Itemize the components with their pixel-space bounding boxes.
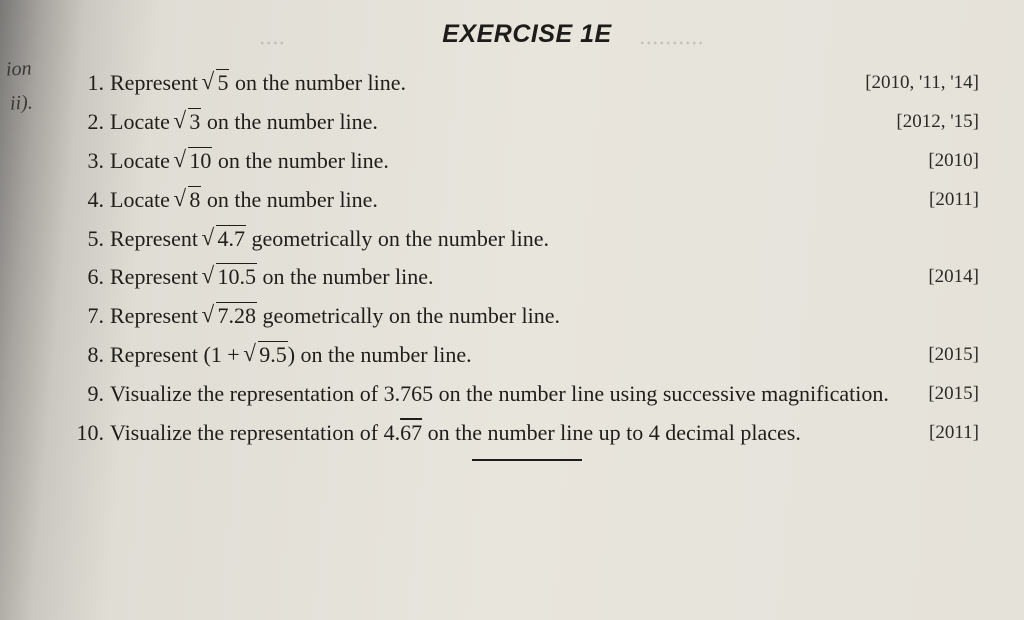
question-number: 1. — [74, 67, 104, 99]
question-text: on the number line. — [201, 187, 378, 212]
year-tag: [2012, '15] — [896, 108, 979, 136]
question-text: Locate — [110, 148, 175, 173]
exercise-heading: EXERCISE 1E — [55, 20, 999, 49]
question-9: 9. [2015] Visualize the representation o… — [80, 378, 979, 410]
sqrt-expr: 5 — [203, 67, 229, 99]
question-7: 7. Represent 7.28 geometrically on the n… — [80, 300, 979, 332]
question-number: 5. — [74, 223, 104, 255]
question-text: Locate — [110, 187, 175, 212]
year-tag: [2011] — [929, 186, 979, 214]
question-text: on the number line up to 4 decimal place… — [422, 420, 801, 445]
page-edge-text-bottom: ii). — [9, 91, 33, 115]
year-tag: [2010, '11, '14] — [865, 69, 979, 97]
question-8: 8. [2015] Represent (1 + 9.5) on the num… — [80, 339, 979, 371]
year-tag: [2015] — [928, 341, 979, 369]
question-text: Locate — [110, 109, 175, 134]
sqrt-expr: 8 — [175, 184, 201, 216]
question-1: 1. [2010, '11, '14] Represent 5 on the n… — [80, 67, 979, 99]
year-tag: [2010] — [928, 147, 979, 175]
question-number: 4. — [74, 184, 104, 216]
sqrt-expr: 3 — [175, 106, 201, 138]
question-6: 6. [2014] Represent 10.5 on the number l… — [80, 261, 979, 293]
question-text: Represent — [110, 303, 203, 328]
question-text: on the number line. — [257, 264, 434, 289]
question-2: 2. [2012, '15] Locate 3 on the number li… — [80, 106, 979, 138]
question-number: 2. — [74, 106, 104, 138]
question-list: 1. [2010, '11, '14] Represent 5 on the n… — [55, 67, 999, 449]
question-text: on the number line. — [229, 70, 406, 95]
recurring-overline: 67 — [400, 420, 422, 445]
question-10: 10. [2011] Visualize the representation … — [80, 417, 979, 449]
question-3: 3. [2010] Locate 10 on the number line. — [80, 145, 979, 177]
sqrt-expr: 10.5 — [203, 261, 257, 293]
question-text: Represent (1 + — [110, 342, 245, 367]
question-text: on the number line. — [201, 109, 378, 134]
year-tag: [2015] — [928, 380, 979, 408]
question-number: 10. — [74, 417, 104, 449]
question-text: Visualize the representation of 4. — [110, 420, 400, 445]
sqrt-expr: 9.5 — [245, 339, 288, 371]
question-5: 5. Represent 4.7 geometrically on the nu… — [80, 223, 979, 255]
sqrt-expr: 7.28 — [203, 300, 257, 332]
question-text: on the number line. — [212, 148, 389, 173]
question-text: Represent — [110, 226, 203, 251]
question-number: 3. — [74, 145, 104, 177]
section-divider — [472, 459, 582, 461]
question-number: 8. — [74, 339, 104, 371]
page-content: EXERCISE 1E 1. [2010, '11, '14] Represen… — [55, 20, 999, 461]
question-text: Represent — [110, 70, 203, 95]
sqrt-expr: 10 — [175, 145, 212, 177]
question-text: Visualize the representation of 3.765 on… — [110, 381, 889, 406]
page-edge-text-top: ion — [5, 57, 32, 81]
year-tag: [2011] — [929, 419, 979, 447]
question-number: 7. — [74, 300, 104, 332]
question-text: ) on the number line. — [288, 342, 472, 367]
sqrt-expr: 4.7 — [203, 223, 246, 255]
question-text: geometrically on the number line. — [257, 303, 560, 328]
question-number: 6. — [74, 261, 104, 293]
question-number: 9. — [74, 378, 104, 410]
question-text: Represent — [110, 264, 203, 289]
question-4: 4. [2011] Locate 8 on the number line. — [80, 184, 979, 216]
question-text: geometrically on the number line. — [246, 226, 549, 251]
year-tag: [2014] — [928, 263, 979, 291]
